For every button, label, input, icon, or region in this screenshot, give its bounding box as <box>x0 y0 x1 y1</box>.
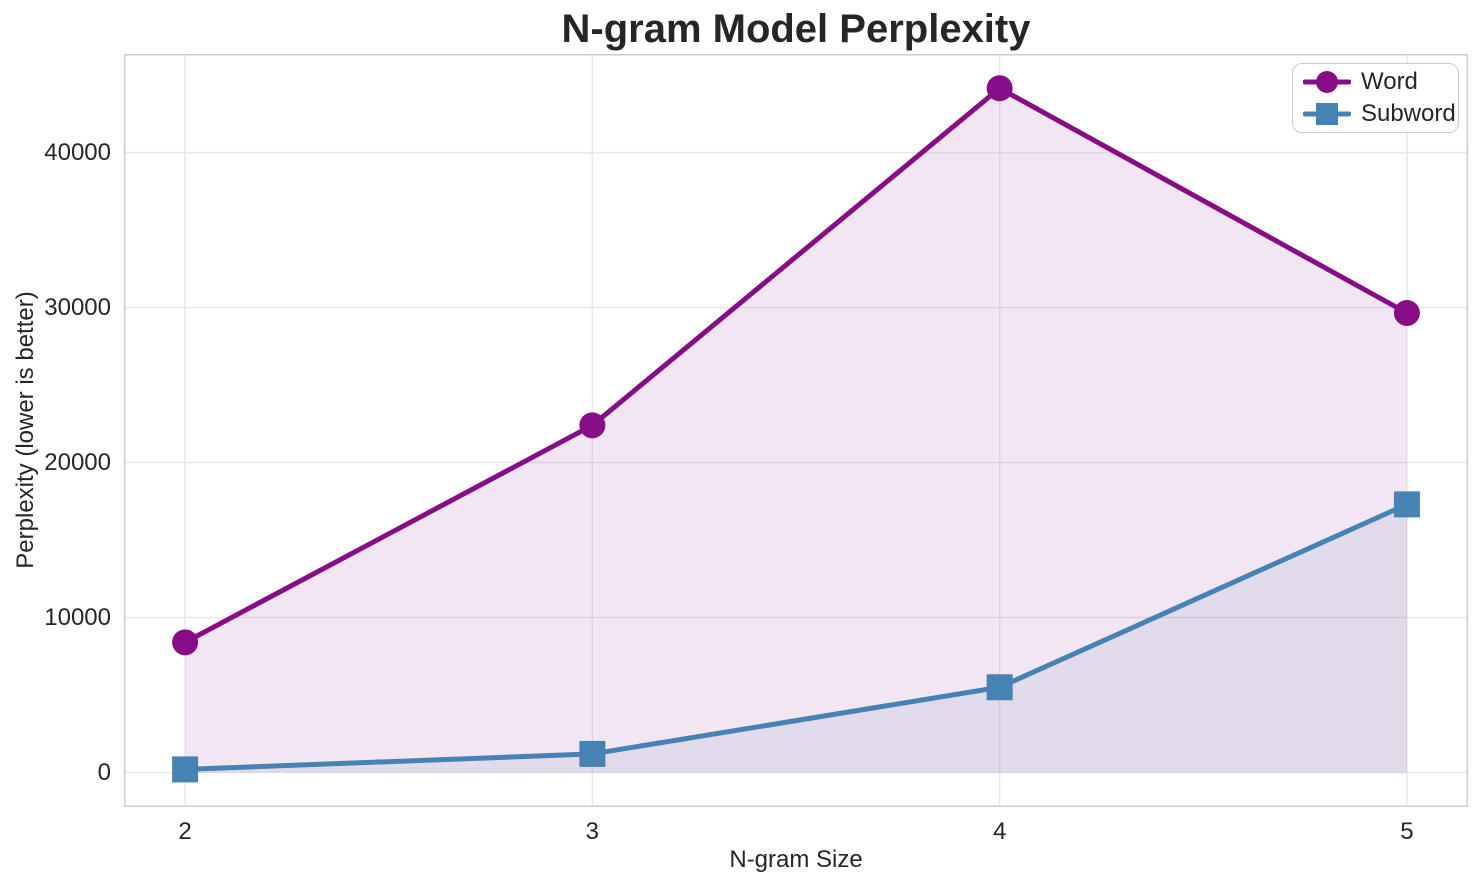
y-tick-label: 0 <box>97 758 111 786</box>
data-point-subword <box>1393 491 1420 518</box>
legend-label-word: Word <box>1361 68 1418 95</box>
data-point-word <box>1393 299 1420 326</box>
y-tick-label: 10000 <box>44 603 111 631</box>
word-line-circle-icon <box>1303 71 1351 93</box>
series-line-word <box>182 85 1410 645</box>
data-point-word <box>986 75 1013 102</box>
area-fill-subword <box>185 504 1407 773</box>
x-tick-label: 4 <box>992 818 1007 845</box>
legend-item-subword: Subword <box>1303 99 1456 129</box>
legend: Word Subword <box>1292 63 1459 133</box>
series-line-subword <box>182 501 1410 772</box>
x-tick-label: 3 <box>585 818 600 845</box>
y-axis-label: Perplexity (lower is better) <box>12 291 39 569</box>
data-point-word <box>172 629 199 656</box>
chart-title: N-gram Model Perplexity <box>561 7 1031 51</box>
plot-border <box>124 54 1468 807</box>
plot-area <box>124 54 1468 807</box>
subword-line-square-icon <box>1303 103 1351 125</box>
x-tick-label: 2 <box>178 818 192 845</box>
data-point-subword <box>579 740 606 767</box>
data-point-subword <box>986 674 1013 701</box>
legend-label-subword: Subword <box>1361 100 1456 127</box>
y-tick-label: 40000 <box>44 138 111 166</box>
data-point-word <box>579 412 606 439</box>
data-point-subword <box>172 756 199 783</box>
x-axis-label: N-gram Size <box>729 846 863 873</box>
legend-item-word: Word <box>1303 67 1448 97</box>
y-tick-label: 30000 <box>44 293 111 321</box>
x-tick-label: 5 <box>1400 818 1414 845</box>
y-tick-label: 20000 <box>44 448 111 476</box>
area-fill-word <box>185 88 1407 773</box>
